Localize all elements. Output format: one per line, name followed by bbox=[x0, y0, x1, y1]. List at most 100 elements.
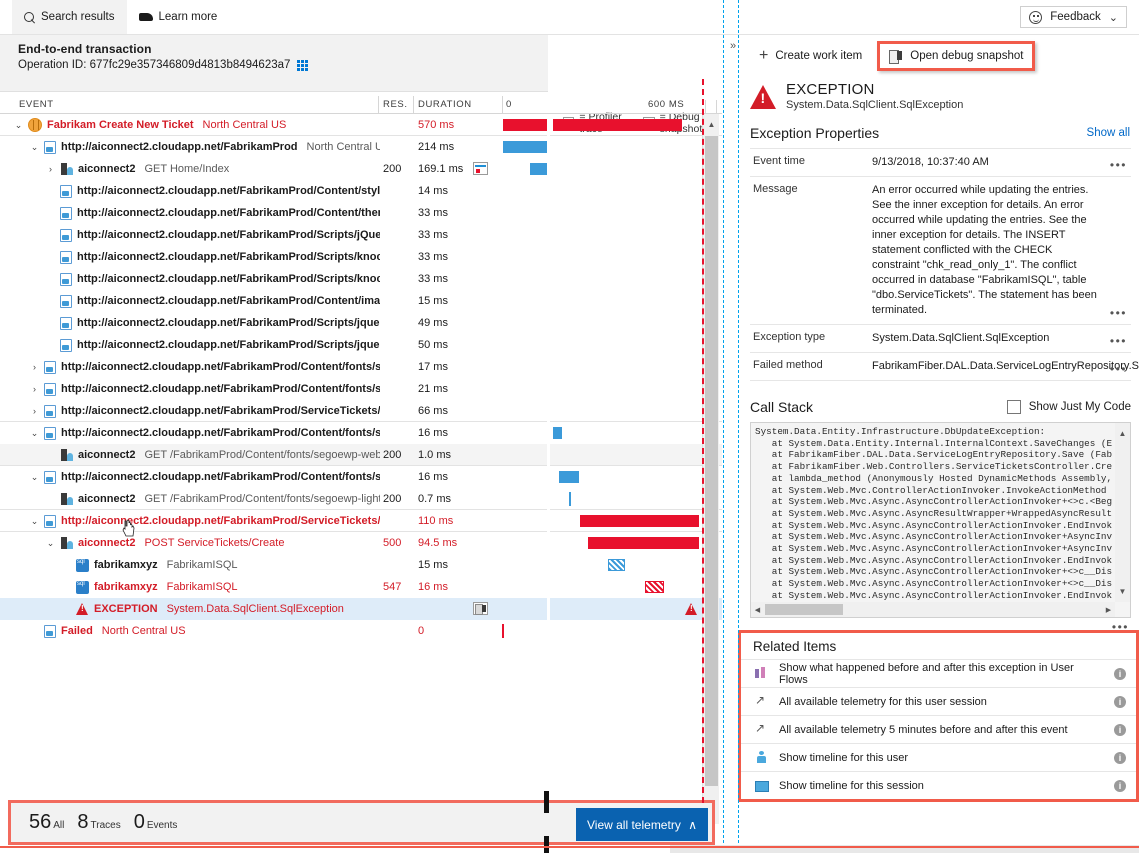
call-stack-horizontal-scrollbar[interactable]: ◀ ▶ bbox=[751, 602, 1115, 617]
tree-vertical-scrollbar[interactable]: ▲ ▼ bbox=[702, 114, 719, 824]
table-row[interactable]: ⌄ Fabrikam Create New Ticket North Central… bbox=[0, 114, 722, 136]
debug-snapshot-icon[interactable] bbox=[473, 602, 488, 615]
property-more-button[interactable]: ••• bbox=[1109, 306, 1127, 320]
table-row[interactable]: ›http://aiconnect2.cloudapp.net/Fabrikam… bbox=[0, 334, 722, 356]
view-all-telemetry-button[interactable]: View all telemetry ∧ bbox=[576, 808, 708, 841]
row-timeline bbox=[497, 532, 702, 554]
related-item[interactable]: Show timeline for this user i bbox=[741, 743, 1136, 771]
row-timeline bbox=[497, 422, 702, 444]
drag-handle-bottom[interactable] bbox=[544, 836, 549, 853]
info-icon[interactable]: i bbox=[1114, 751, 1126, 764]
show-just-my-code-control[interactable]: Show Just My Code bbox=[1006, 400, 1131, 414]
chevron-down-icon[interactable]: ⌄ bbox=[30, 427, 39, 438]
timeline-bar bbox=[530, 163, 549, 175]
related-item[interactable]: Show timeline for this session i bbox=[741, 771, 1136, 799]
create-work-item-button[interactable]: + Create work item bbox=[750, 43, 871, 70]
table-row[interactable]: ›http://aiconnect2.cloudapp.net/Fabrikam… bbox=[0, 290, 722, 312]
column-header-res: RES. bbox=[383, 99, 408, 110]
row-icon-cell[interactable] bbox=[473, 602, 488, 618]
row-label: ›http://aiconnect2.cloudapp.net/Fabrikam… bbox=[46, 334, 380, 356]
table-row[interactable]: ›http://aiconnect2.cloudapp.net/Fabrikam… bbox=[0, 378, 722, 400]
row-timeline bbox=[497, 334, 702, 356]
chevron-right-icon[interactable]: › bbox=[33, 406, 36, 416]
profiler-trace-icon[interactable] bbox=[473, 162, 488, 175]
call-stack-scroll-down-icon[interactable]: ▼ bbox=[1118, 587, 1127, 596]
table-row[interactable]: ⌄ http://aiconnect2.cloudapp.net/Fabrikam… bbox=[0, 510, 722, 532]
scroll-up-icon[interactable]: ▲ bbox=[707, 120, 716, 129]
call-stack-vertical-scrollbar[interactable]: ▲ ▼ bbox=[1115, 423, 1130, 602]
info-icon[interactable]: i bbox=[1114, 667, 1126, 680]
row-response-code bbox=[383, 510, 415, 532]
call-stack-textbox[interactable]: System.Data.Entity.Infrastructure.DbUpda… bbox=[750, 422, 1131, 618]
table-row[interactable]: ›http://aiconnect2.cloudapp.net/Fabrikam… bbox=[0, 312, 722, 334]
info-icon[interactable]: i bbox=[1114, 723, 1126, 736]
row-response-code: 200 bbox=[383, 163, 402, 175]
table-row[interactable]: › aiconnect2 GET Home/Index 200 169.1 ms bbox=[0, 158, 722, 180]
row-label: ›http://aiconnect2.cloudapp.net/Fabrikam… bbox=[46, 268, 380, 290]
chevron-down-icon[interactable]: ⌄ bbox=[46, 537, 55, 548]
table-row[interactable]: ⌄ http://aiconnect2.cloudapp.net/Fabrikam… bbox=[0, 136, 722, 158]
row-duration: 17 ms bbox=[418, 361, 448, 373]
chevron-down-icon[interactable]: ⌄ bbox=[30, 141, 39, 152]
table-row[interactable]: ›http://aiconnect2.cloudapp.net/Fabrikam… bbox=[0, 202, 722, 224]
table-row[interactable]: ⌄ http://aiconnect2.cloudapp.net/Fabrikam… bbox=[0, 466, 722, 488]
chevron-down-icon[interactable]: ⌄ bbox=[14, 119, 23, 130]
property-value: FabrikamFiber.DAL.Data.ServiceLogEntryRe… bbox=[872, 360, 1139, 372]
table-row[interactable]: ›http://aiconnect2.cloudapp.net/Fabrikam… bbox=[0, 268, 722, 290]
property-more-button[interactable]: ••• bbox=[1109, 362, 1127, 376]
row-name: http://aiconnect2.cloudapp.net/FabrikamP… bbox=[61, 141, 298, 153]
chevron-right-icon[interactable]: › bbox=[49, 164, 52, 174]
chevron-down-icon[interactable]: ⌄ bbox=[30, 515, 39, 526]
property-more-button[interactable]: ••• bbox=[1109, 334, 1127, 348]
open-debug-snapshot-button[interactable]: Open debug snapshot bbox=[877, 41, 1036, 71]
related-item[interactable]: Show what happened before and after this… bbox=[741, 659, 1136, 687]
tree-scrollbar-thumb[interactable] bbox=[705, 136, 718, 786]
copy-icon[interactable] bbox=[297, 59, 309, 71]
table-row[interactable]: ›http://aiconnect2.cloudapp.net/Fabrikam… bbox=[0, 246, 722, 268]
table-row[interactable]: ›http://aiconnect2.cloudapp.net/Fabrikam… bbox=[0, 224, 722, 246]
panel-expander[interactable]: » bbox=[726, 35, 740, 795]
related-item[interactable]: All available telemetry 5 minutes before… bbox=[741, 715, 1136, 743]
chevron-right-icon[interactable]: › bbox=[33, 362, 36, 372]
chevron-right-icon[interactable]: › bbox=[33, 384, 36, 394]
related-item[interactable]: All available telemetry for this user se… bbox=[741, 687, 1136, 715]
property-row: Message An error occurred while updating … bbox=[750, 177, 1131, 325]
info-icon[interactable]: i bbox=[1114, 695, 1126, 708]
table-row[interactable]: ›EXCEPTIONSystem.Data.SqlClient.SqlExcep… bbox=[0, 598, 722, 620]
call-stack-title: Call Stack bbox=[750, 399, 814, 415]
row-response-code: 200 bbox=[383, 449, 402, 461]
row-icon-cell[interactable] bbox=[473, 162, 488, 178]
chevron-down-icon[interactable]: ⌄ bbox=[30, 471, 39, 482]
property-more-button[interactable]: ••• bbox=[1109, 158, 1127, 172]
related-item-label: Show timeline for this session bbox=[779, 779, 924, 792]
info-icon[interactable]: i bbox=[1114, 779, 1126, 792]
tab-learn-more[interactable]: Learn more bbox=[127, 0, 230, 34]
transaction-tree[interactable]: ⌄ Fabrikam Create New Ticket North Central… bbox=[0, 114, 722, 741]
table-row[interactable]: ›http://aiconnect2.cloudapp.net/Fabrikam… bbox=[0, 356, 722, 378]
timeline-bar bbox=[503, 119, 548, 131]
table-row[interactable]: ⌄ aiconnect2 POST ServiceTickets/Create 500… bbox=[0, 532, 722, 554]
property-row: Event time 9/13/2018, 10:37:40 AM ••• bbox=[750, 149, 1131, 177]
show-all-link[interactable]: Show all bbox=[1086, 127, 1130, 139]
drag-handle-top[interactable] bbox=[544, 791, 549, 813]
table-row[interactable]: ⌄ http://aiconnect2.cloudapp.net/Fabrikam… bbox=[0, 422, 722, 444]
table-row[interactable]: ›http://aiconnect2.cloudapp.net/Fabrikam… bbox=[0, 180, 722, 202]
tab-search-results[interactable]: Search results bbox=[12, 0, 127, 34]
call-stack-scroll-up-icon[interactable]: ▲ bbox=[1118, 429, 1127, 438]
call-stack-scroll-right-icon[interactable]: ▶ bbox=[1105, 606, 1112, 614]
show-just-my-code-checkbox[interactable] bbox=[1006, 400, 1021, 414]
call-stack-scroll-left-icon[interactable]: ◀ bbox=[754, 606, 761, 614]
call-stack-hscroll-thumb[interactable] bbox=[765, 604, 843, 615]
tab-search-results-label: Search results bbox=[41, 11, 115, 23]
row-timeline bbox=[497, 620, 702, 642]
feedback-button[interactable]: Feedback ⌄ bbox=[1020, 6, 1127, 28]
row-duration: 169.1 ms bbox=[418, 163, 464, 175]
row-response-code bbox=[383, 290, 415, 312]
table-row[interactable]: ›http://aiconnect2.cloudapp.net/Fabrikam… bbox=[0, 400, 722, 422]
row-label: ›http://aiconnect2.cloudapp.net/Fabrikam… bbox=[46, 202, 380, 224]
